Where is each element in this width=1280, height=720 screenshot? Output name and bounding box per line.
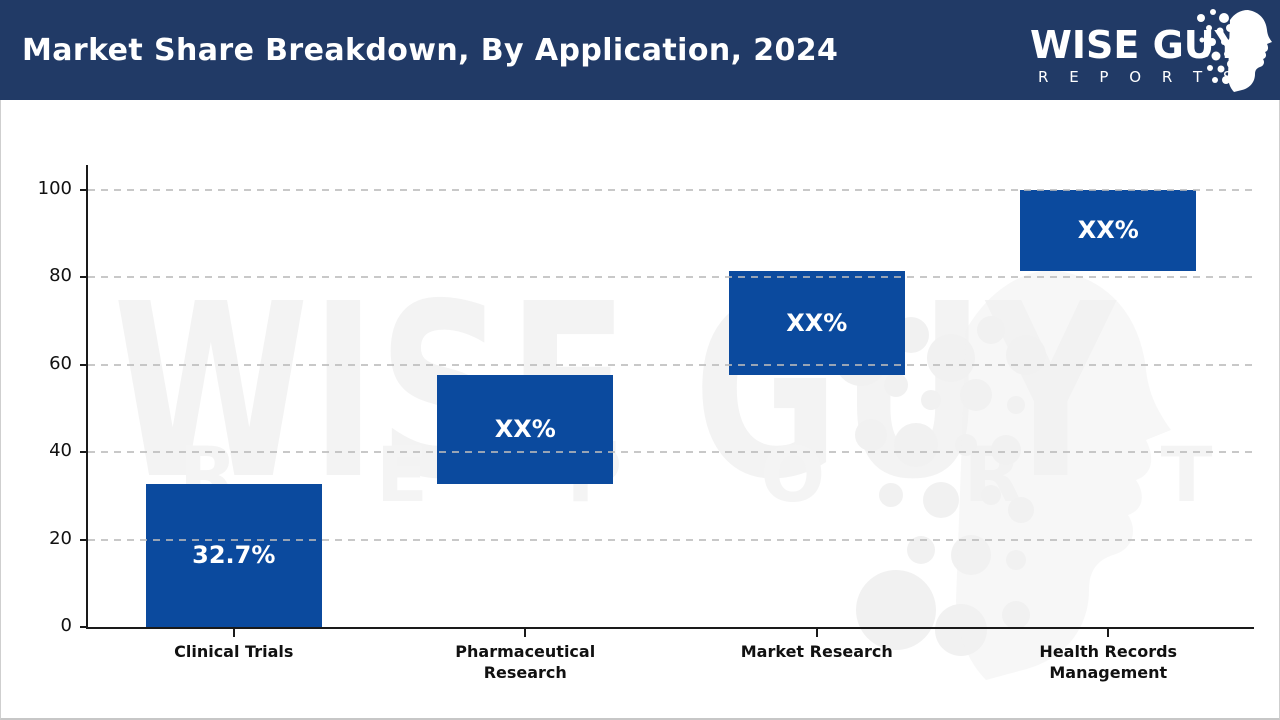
x-axis-category-label: Health Records Management: [988, 641, 1228, 683]
y-axis-tick-label: 60: [49, 352, 72, 374]
y-tick-mark: [80, 276, 88, 278]
chart-canvas: WISE GUY R E P O R T S 0 20 40 60 80 100 32.7%…: [0, 100, 1280, 720]
y-axis-tick-label: 80: [49, 265, 72, 286]
x-axis-category-line: Research: [483, 663, 567, 682]
wise-guy-reports-logo: WISE GUY R E P O R T S: [1030, 9, 1272, 92]
gridline-60: [88, 363, 1254, 366]
gridline-100: [88, 188, 1254, 191]
page-title: Market Share Breakdown, By Application, …: [22, 32, 839, 68]
x-axis-category-line: Clinical Trials: [174, 642, 294, 661]
x-tick-mark: [815, 629, 818, 637]
bar-value-label: 32.7%: [192, 541, 276, 570]
x-tick-mark: [524, 629, 527, 637]
y-tick-mark: [80, 363, 88, 366]
logo-face-dots-icon: [1197, 9, 1272, 92]
x-axis-category-label: Market Research: [697, 641, 937, 662]
bar-pharmaceutical-research: [437, 374, 614, 484]
y-axis-tick-label: 100: [37, 177, 72, 199]
x-axis-category-line: Health Records: [1039, 642, 1178, 661]
y-tick-mark: [80, 451, 88, 453]
y-axis-tick-label: 20: [49, 527, 72, 549]
bar-value-label: XX%: [1077, 216, 1139, 245]
gridline-40: [88, 451, 1254, 453]
gridline-20: [88, 538, 1254, 541]
x-axis-category-label: Pharmaceutical Research: [405, 641, 645, 683]
y-tick-mark: [80, 538, 88, 541]
x-tick-mark: [232, 629, 235, 637]
x-axis-category-label: Clinical Trials: [114, 641, 354, 662]
header-bar: Market Share Breakdown, By Application, …: [0, 0, 1280, 100]
bar-clinical-trials: [145, 483, 322, 627]
y-axis-tick-label: 40: [49, 440, 72, 461]
bar-value-label: XX%: [786, 308, 848, 337]
x-axis-category-line: Pharmaceutical: [455, 642, 596, 661]
x-axis-category-line: Management: [1049, 663, 1168, 682]
watermark-text: WISE GUY: [113, 252, 1117, 532]
y-axis-spine: [86, 165, 88, 629]
x-axis-category-line: Market Research: [740, 642, 893, 661]
x-axis-spine: [86, 627, 1254, 629]
gridline-80: [88, 276, 1254, 278]
watermark-text-reports: R E P O R T S: [179, 430, 1280, 519]
y-axis-tick-label: 0: [60, 615, 72, 636]
y-tick-mark: [80, 626, 88, 628]
y-tick-mark: [80, 188, 88, 191]
x-tick-mark: [1107, 629, 1110, 637]
bar-value-label: XX%: [494, 415, 556, 444]
bar-health-records-management: [1020, 189, 1197, 272]
logo-text-reports: R E P O R T S: [1038, 68, 1240, 86]
